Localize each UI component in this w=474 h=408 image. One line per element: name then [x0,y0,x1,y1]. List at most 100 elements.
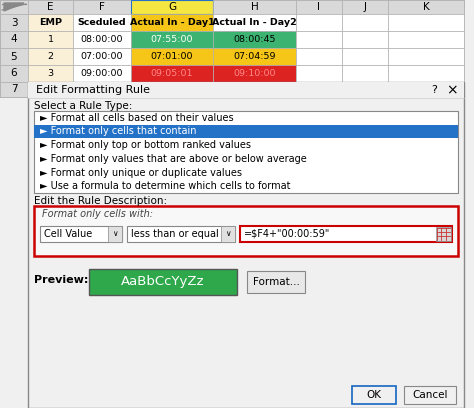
Bar [73,48,131,65]
Bar [213,31,296,48]
Bar [213,65,296,82]
Text: 2: 2 [47,52,54,61]
Bar [40,226,122,242]
Bar [213,0,296,14]
Bar [296,82,342,97]
Text: ► Format only top or bottom ranked values: ► Format only top or bottom ranked value… [40,140,251,150]
Text: ► Format only cells that contain: ► Format only cells that contain [40,126,197,137]
Text: 3: 3 [47,69,54,78]
Text: Select a Rule Type:: Select a Rule Type: [34,101,132,111]
Text: 08:00:45: 08:00:45 [233,35,276,44]
Bar [296,48,342,65]
Text: Actual In - Day1: Actual In - Day1 [129,18,214,27]
Text: Preview:: Preview: [34,275,88,285]
Bar [213,48,296,65]
Bar [342,14,388,31]
Text: Format only cells with:: Format only cells with: [42,209,153,219]
Bar [28,82,464,408]
Bar [352,386,396,404]
Text: I: I [318,2,320,12]
Bar [247,271,305,293]
Text: Cell Value: Cell Value [44,229,92,239]
Bar [73,14,131,31]
Bar [404,386,456,404]
Bar [28,82,73,97]
Bar [213,14,296,31]
Bar [0,48,28,65]
Text: EMP: EMP [39,18,62,27]
Bar [131,31,213,48]
Bar [342,48,388,65]
Text: Format...: Format... [253,277,300,287]
Bar [0,31,28,48]
Text: ► Format only unique or duplicate values: ► Format only unique or duplicate values [40,168,242,177]
Text: 7: 7 [11,84,18,95]
Bar [131,14,213,31]
Text: ► Format all cells based on their values: ► Format all cells based on their values [40,113,234,123]
Bar [28,48,73,65]
Bar [127,226,235,242]
Bar [0,82,28,97]
Bar [221,226,235,242]
Bar [0,0,464,97]
Bar [342,0,388,14]
Bar [388,0,464,14]
Bar [34,125,458,138]
Bar [240,226,452,242]
Bar [0,0,28,14]
Text: Edit the Rule Description:: Edit the Rule Description: [34,196,167,206]
Bar [296,14,342,31]
Bar [108,226,122,242]
Bar [0,14,28,31]
Bar [388,31,464,48]
Text: ► Format only values that are above or below average: ► Format only values that are above or b… [40,154,307,164]
Text: 07:55:00: 07:55:00 [151,35,193,44]
Text: 4: 4 [11,35,18,44]
Bar [73,82,131,97]
Polygon shape [4,3,24,11]
Text: Sceduled: Sceduled [78,18,126,27]
Bar [296,31,342,48]
Bar [388,48,464,65]
Text: 09:05:01: 09:05:01 [151,69,193,78]
Text: 09:10:00: 09:10:00 [233,69,276,78]
Bar [28,82,464,98]
Text: E: E [47,2,54,12]
Bar [34,111,458,193]
Text: less than or equal to: less than or equal to [131,229,232,239]
Text: 1: 1 [47,35,54,44]
Text: ∨: ∨ [112,229,118,239]
Text: ► Use a formula to determine which cells to format: ► Use a formula to determine which cells… [40,181,291,191]
Bar [388,14,464,31]
Text: F: F [99,2,105,12]
Text: AaBbCcYyZz: AaBbCcYyZz [121,275,205,288]
Text: Actual In - Day2: Actual In - Day2 [212,18,297,27]
Text: 07:01:00: 07:01:00 [151,52,193,61]
Bar [436,227,451,241]
Bar [131,65,213,82]
Bar [73,0,131,14]
Text: Cancel: Cancel [412,390,448,400]
Bar [342,31,388,48]
Bar [28,31,73,48]
Text: K: K [423,2,429,12]
Text: 3: 3 [11,18,18,27]
Bar [28,14,73,31]
Text: 07:04:59: 07:04:59 [233,52,276,61]
Text: 08:00:00: 08:00:00 [81,35,123,44]
Bar [213,82,296,97]
Text: G: G [168,2,176,12]
Bar [342,82,388,97]
Text: H: H [251,2,258,12]
Bar [388,82,464,97]
Text: OK: OK [366,390,382,400]
Bar [73,31,131,48]
Text: ∨: ∨ [225,229,231,239]
Text: ?: ? [431,85,437,95]
Text: ×: × [446,83,458,97]
Bar [296,0,342,14]
Text: 07:00:00: 07:00:00 [81,52,123,61]
Bar [28,0,73,14]
Bar [131,48,213,65]
Bar [131,0,213,14]
